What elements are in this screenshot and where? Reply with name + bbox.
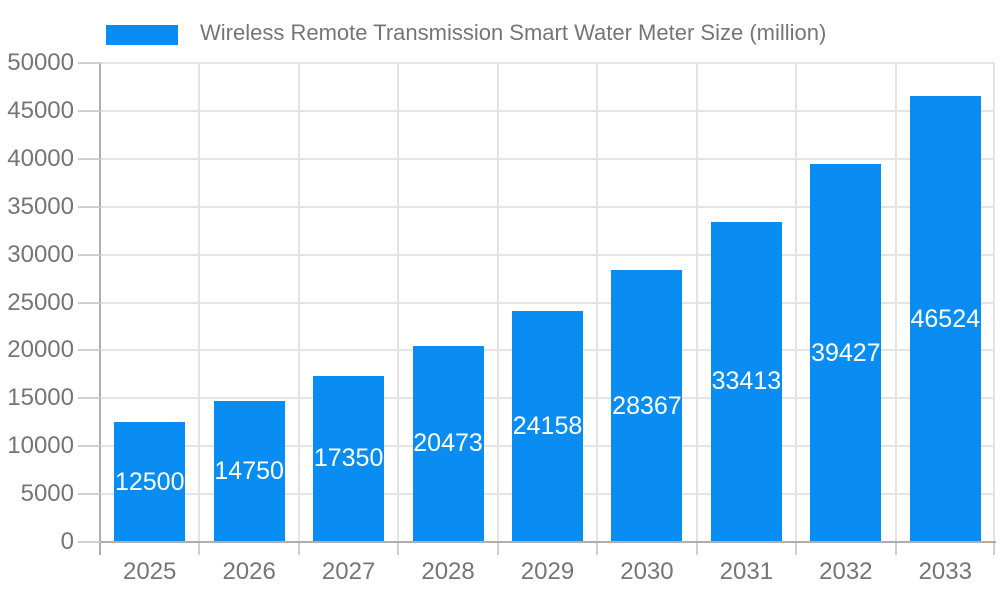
x-axis-line [99,541,996,543]
bar-value-label: 46524 [910,304,981,333]
x-gridline [397,63,400,542]
x-axis-tick [795,542,798,555]
x-gridline [596,63,599,542]
bar[interactable]: 12500 [114,422,186,542]
x-axis-tick [695,542,698,555]
legend-label: Wireless Remote Transmission Smart Water… [200,20,827,45]
x-gridline [993,63,995,542]
bar-value-label: 39427 [811,338,881,367]
y-gridline [100,62,995,64]
x-axis-label: 2032 [819,558,873,585]
bar[interactable]: 39427 [810,164,882,542]
y-axis-label: 20000 [7,336,74,364]
x-gridline [297,63,300,542]
y-axis-tick [78,205,100,208]
bar-value-label: 17350 [313,444,384,473]
y-axis-label: 45000 [7,96,74,124]
y-axis-tick [78,349,100,352]
bar[interactable]: 33413 [710,221,782,542]
bar[interactable]: 20473 [412,345,484,542]
bar[interactable]: 46524 [909,96,981,542]
x-gridline [496,63,499,542]
bar-value-label: 14750 [214,456,284,485]
y-axis-label: 0 [60,528,74,555]
legend-swatch [106,25,178,45]
x-axis-tick [596,542,599,555]
bar-value-label: 12500 [114,467,185,496]
x-axis-label: 2025 [123,558,177,585]
y-axis-tick [78,445,100,448]
y-axis-tick [78,157,100,160]
x-axis-tick [198,542,201,555]
x-axis-tick [397,542,400,555]
bar-value-label: 24158 [512,411,583,440]
bar[interactable]: 28367 [611,270,683,542]
x-axis-label: 2031 [719,558,774,585]
y-axis-label: 30000 [7,240,74,268]
x-axis-label: 2030 [620,558,674,585]
y-axis-tick [78,301,100,304]
y-axis-label: 25000 [7,288,74,316]
x-axis-label: 2028 [421,558,475,585]
x-axis-tick [894,542,897,555]
plot-area: 12500 14750 17350 20473 24158 28367 33413 39427… [100,62,995,542]
y-axis-tick [78,109,100,112]
bar[interactable]: 17350 [313,375,385,542]
y-gridline [100,301,995,304]
legend-item[interactable]: Wireless Remote Transmission Smart Water… [106,20,826,46]
x-axis-label: 2029 [520,558,575,585]
x-gridline [695,63,698,542]
x-axis-label: 2033 [918,558,972,585]
y-axis-tick [78,397,100,400]
y-axis-line [99,63,101,555]
x-gridline [795,63,798,542]
bar[interactable]: 24158 [512,310,583,542]
bar-value-label: 33413 [711,367,782,396]
bar-value-label: 28367 [612,391,682,420]
y-gridline [100,253,995,256]
y-axis-tick [78,253,100,256]
bar-value-label: 20473 [413,429,483,458]
x-gridline [198,63,201,542]
y-axis-label: 5000 [20,480,74,508]
x-gridline [894,63,897,542]
y-axis-label: 15000 [7,384,74,412]
bar[interactable]: 14750 [213,400,285,542]
x-axis-label: 2026 [222,558,276,585]
y-axis-label: 10000 [7,432,74,460]
x-axis-label: 2027 [321,558,376,585]
y-axis-label: 35000 [7,192,74,220]
y-gridline [100,109,995,112]
x-axis-tick [496,542,499,555]
y-axis-label: 40000 [7,144,74,172]
y-axis-label: 50000 [7,49,74,76]
y-gridline [100,205,995,208]
x-axis-tick [297,542,300,555]
y-axis-tick [78,62,100,64]
y-axis-tick [78,493,100,496]
y-axis-tick [78,541,100,543]
y-gridline [100,157,995,160]
x-axis-tick [993,542,995,555]
